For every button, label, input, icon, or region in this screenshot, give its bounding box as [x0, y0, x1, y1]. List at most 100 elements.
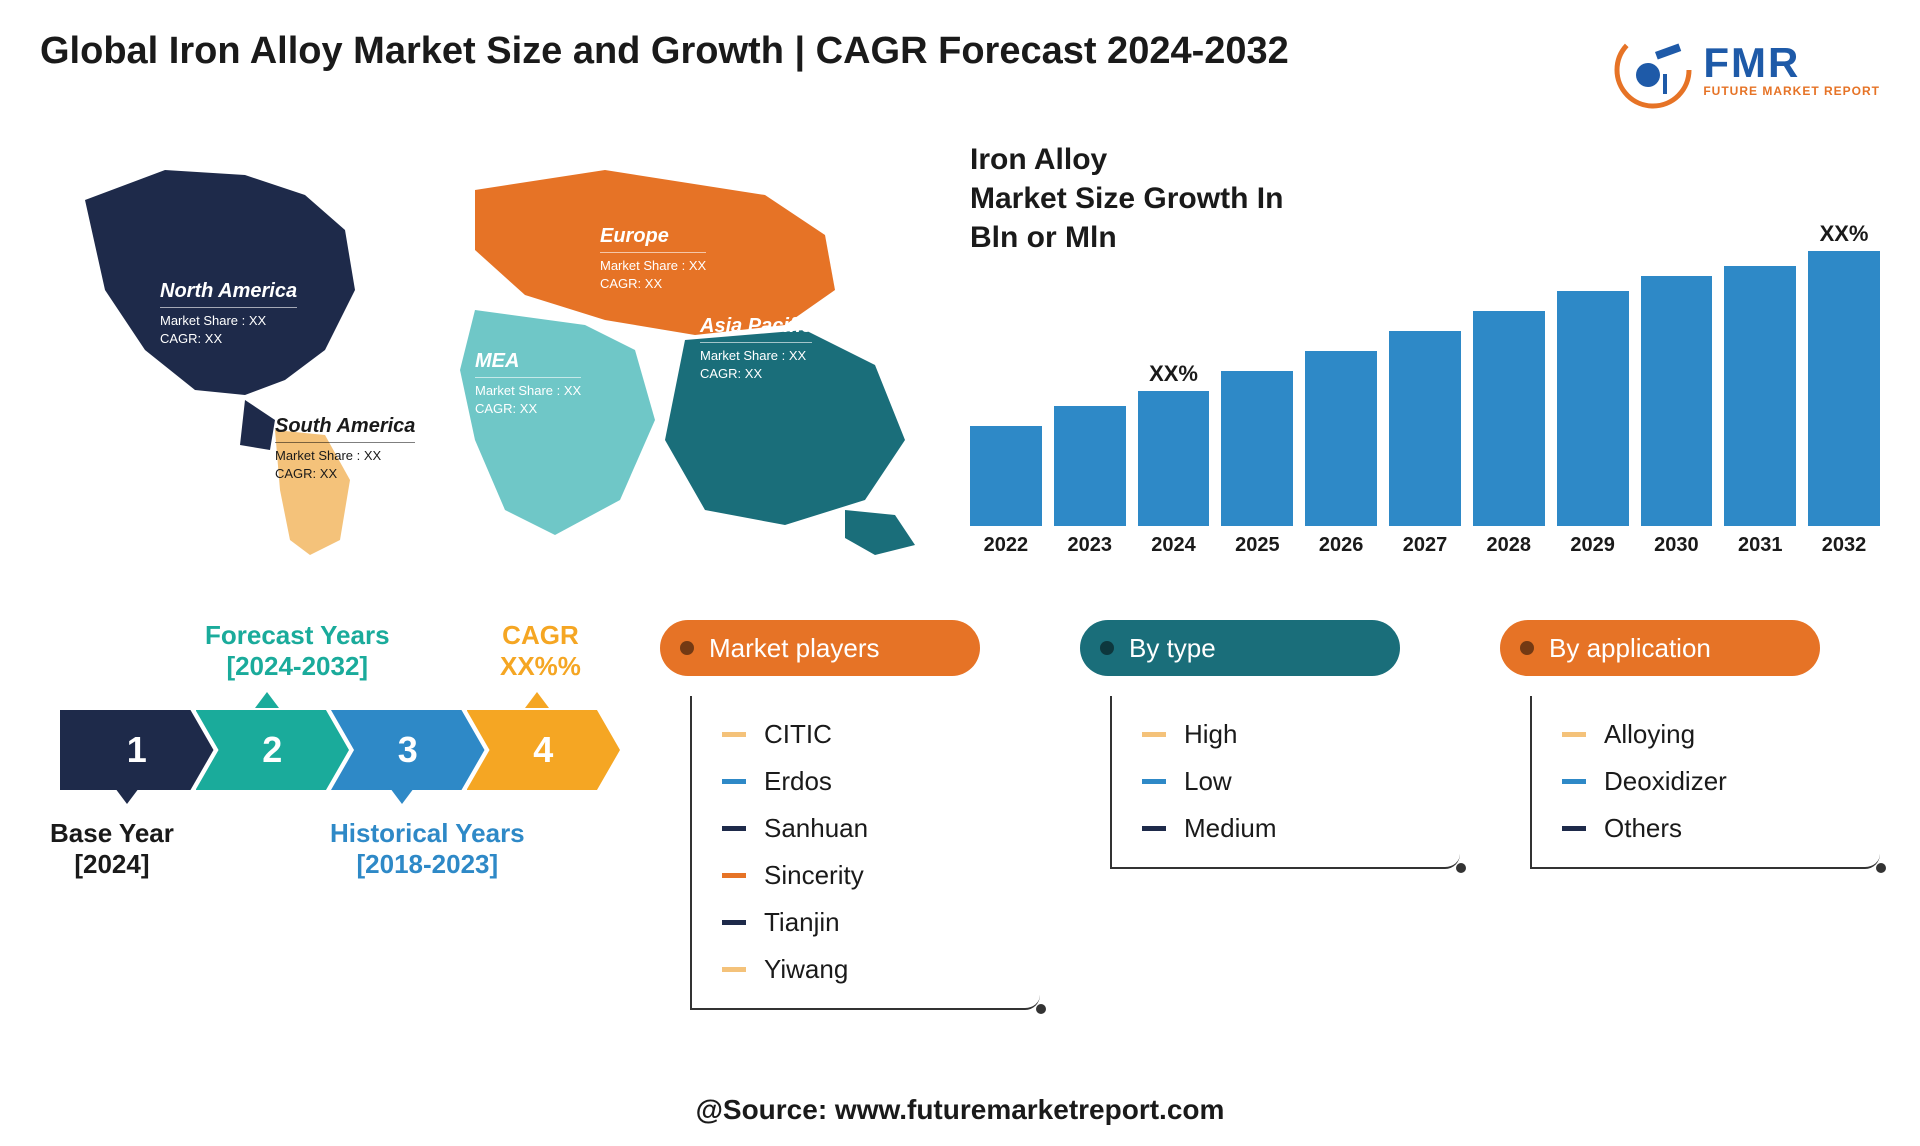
tri-down-icon [115, 788, 139, 804]
bar-year: 2029 [1570, 534, 1615, 557]
list-item-label: Alloying [1604, 719, 1695, 750]
tl-hist: Historical Years [330, 818, 525, 848]
mark-icon [1562, 779, 1586, 784]
sa-share: Market Share : XX [275, 448, 381, 463]
bar-year: 2025 [1235, 534, 1280, 557]
dot-icon [680, 641, 694, 655]
timeline-chevron: 1 [60, 710, 214, 790]
mea-shape [460, 310, 655, 535]
tri-down-icon [390, 788, 414, 804]
tl-cagr-val: XX%% [500, 651, 581, 681]
na-name: North America [160, 280, 297, 303]
ap-name: Asia Pacific [700, 315, 812, 338]
bar-column: 2028 [1473, 311, 1545, 557]
bar-column: XX%2024 [1138, 391, 1210, 557]
bar [1305, 351, 1377, 526]
bar-column: 2022 [970, 426, 1042, 557]
mark-icon [1142, 732, 1166, 737]
tl-forecast: Forecast Years [205, 620, 390, 650]
bar [1389, 331, 1461, 526]
bar-year: 2032 [1822, 534, 1867, 557]
bar-year: 2026 [1319, 534, 1364, 557]
by-app-title: By application [1549, 633, 1711, 664]
mark-icon [722, 873, 746, 878]
bar [1557, 291, 1629, 526]
bar-year: 2023 [1067, 534, 1112, 557]
mark-icon [1562, 826, 1586, 831]
list-item: Erdos [722, 758, 1010, 805]
world-map: North America Market Share : XXCAGR: XX … [40, 140, 950, 560]
ap-cagr: CAGR: XX [700, 366, 762, 381]
bar-column: 2025 [1221, 371, 1293, 557]
bar-column: 2029 [1557, 291, 1629, 557]
telescope-icon [1613, 30, 1693, 110]
timeline-chevron: 4 [467, 710, 621, 790]
mark-icon [722, 732, 746, 737]
bar-year: 2030 [1654, 534, 1699, 557]
chart-title-1: Iron Alloy [970, 143, 1107, 176]
list-item-label: Tianjin [764, 907, 840, 938]
eu-cagr: CAGR: XX [600, 276, 662, 291]
list-item: Sanhuan [722, 805, 1010, 852]
list-item-label: Others [1604, 813, 1682, 844]
by-type-title: By type [1129, 633, 1216, 664]
by-type: By type High Low Medium [1080, 620, 1460, 869]
bar-year: 2022 [984, 534, 1029, 557]
mark-icon [1142, 779, 1166, 784]
bar-column: 2023 [1054, 406, 1126, 557]
list-item: Others [1562, 805, 1850, 852]
list-item-label: Medium [1184, 813, 1276, 844]
mark-icon [1142, 826, 1166, 831]
list-item: High [1142, 711, 1430, 758]
bar-column: 2030 [1641, 276, 1713, 557]
mark-icon [722, 967, 746, 972]
mark-icon [722, 779, 746, 784]
list-item-label: Erdos [764, 766, 832, 797]
bar-chart: Iron Alloy Market Size Growth In Bln or … [970, 140, 1880, 560]
bar-column: XX%2032 [1808, 251, 1880, 557]
logo-text: FMR [1703, 42, 1880, 84]
logo: FMR FUTURE MARKET REPORT [1613, 30, 1880, 110]
list-item-label: Sanhuan [764, 813, 868, 844]
chart-title-3: Bln or Mln [970, 221, 1117, 254]
source-text: @Source: www.futuremarketreport.com [696, 1094, 1225, 1126]
market-players-title: Market players [709, 633, 880, 664]
list-item: Deoxidizer [1562, 758, 1850, 805]
tl-base-yr: [2024] [74, 849, 149, 879]
tri-up-icon [255, 692, 279, 708]
list-item: Sincerity [722, 852, 1010, 899]
bar-top-label: XX% [1820, 221, 1869, 247]
tri-up-icon [525, 692, 549, 708]
bar [1724, 266, 1796, 526]
chart-title-2: Market Size Growth In [970, 182, 1283, 215]
na-cagr: CAGR: XX [160, 331, 222, 346]
mark-icon [722, 920, 746, 925]
na-share: Market Share : XX [160, 313, 266, 328]
bar-column: 2026 [1305, 351, 1377, 557]
list-item-label: High [1184, 719, 1237, 750]
bar [1641, 276, 1713, 526]
bar [1473, 311, 1545, 526]
bar-year: 2024 [1151, 534, 1196, 557]
bar [970, 426, 1042, 526]
list-item-label: Yiwang [764, 954, 848, 985]
timeline-chevron: 3 [331, 710, 485, 790]
bar-year: 2027 [1403, 534, 1448, 557]
list-item: Low [1142, 758, 1430, 805]
bar-top-label: XX% [1149, 361, 1198, 387]
logo-subtitle: FUTURE MARKET REPORT [1703, 84, 1880, 98]
tl-base: Base Year [50, 818, 174, 848]
tl-cagr: CAGR [502, 620, 579, 650]
by-application: By application Alloying Deoxidizer Others [1500, 620, 1880, 869]
tl-hist-yr: [2018-2023] [357, 849, 499, 879]
bar [1808, 251, 1880, 526]
list-item-label: Deoxidizer [1604, 766, 1727, 797]
tl-forecast-yr: [2024-2032] [226, 651, 368, 681]
sa-name: South America [275, 415, 415, 438]
list-item: Alloying [1562, 711, 1850, 758]
list-item: Yiwang [722, 946, 1010, 993]
bar [1138, 391, 1210, 526]
list-item: Tianjin [722, 899, 1010, 946]
sa-cagr: CAGR: XX [275, 466, 337, 481]
bar-year: 2028 [1487, 534, 1532, 557]
